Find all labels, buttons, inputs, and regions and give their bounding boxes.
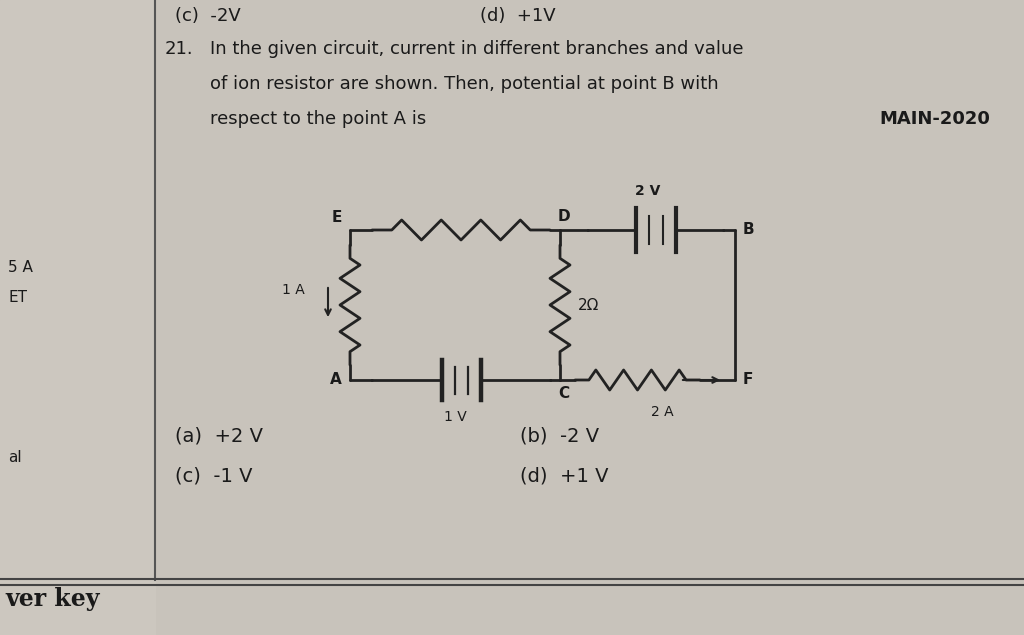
Text: D: D [558, 209, 570, 224]
Text: (d)  +1V: (d) +1V [480, 7, 556, 25]
Text: F: F [743, 373, 754, 387]
Text: E: E [332, 210, 342, 225]
Text: 1 V: 1 V [443, 410, 466, 424]
Text: (a)  +2 V: (a) +2 V [175, 427, 263, 446]
Text: 2Ω: 2Ω [578, 298, 599, 312]
Text: (c)  -2V: (c) -2V [175, 7, 241, 25]
Text: 1 A: 1 A [283, 283, 305, 297]
Text: 2 V: 2 V [635, 184, 660, 198]
Text: MAIN-2020: MAIN-2020 [880, 110, 990, 128]
Bar [0, 0, 155, 635]
Text: 21.: 21. [165, 40, 194, 58]
Text: (d)  +1 V: (d) +1 V [520, 467, 608, 486]
Text: respect to the point A is: respect to the point A is [210, 110, 426, 128]
Text: ver key: ver key [5, 587, 99, 611]
Text: C: C [558, 386, 569, 401]
Text: ET: ET [8, 290, 27, 305]
Text: In the given circuit, current in different branches and value: In the given circuit, current in differe… [210, 40, 743, 58]
Text: 2 A: 2 A [651, 405, 674, 419]
Text: A: A [331, 373, 342, 387]
Text: of ion resistor are shown. Then, potential at point B with: of ion resistor are shown. Then, potenti… [210, 75, 719, 93]
Text: al: al [8, 450, 22, 465]
Text: 5 A: 5 A [8, 260, 33, 275]
Text: (c)  -1 V: (c) -1 V [175, 467, 253, 486]
Text: (b)  -2 V: (b) -2 V [520, 427, 599, 446]
Text: B: B [743, 222, 755, 237]
